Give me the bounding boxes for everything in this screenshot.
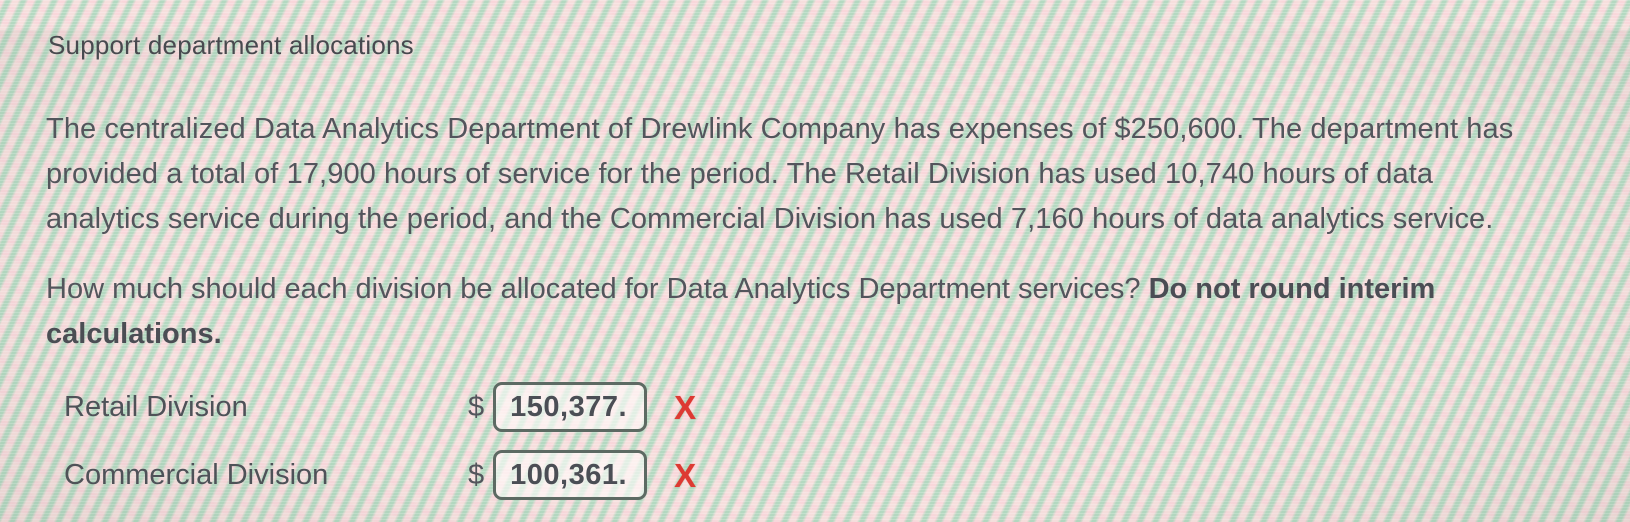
problem-statement: The centralized Data Analytics Departmen… <box>46 113 1514 235</box>
page-title: Support department allocations <box>48 30 414 60</box>
dollar-sign: $ <box>468 390 485 423</box>
dollar-sign: $ <box>468 458 485 491</box>
answer-row-retail: Retail Division $ X <box>64 381 1630 433</box>
question-normal-text: How much should each division be allocat… <box>46 273 1141 305</box>
incorrect-x-icon: X <box>674 456 697 494</box>
question-text: How much should each division be allocat… <box>46 267 1516 357</box>
question-emphasis-text: Do not round interim calculations. <box>46 273 1436 350</box>
commercial-division-label: Commercial Division <box>64 458 329 491</box>
commercial-amount-input[interactable] <box>493 450 648 500</box>
retail-amount-input[interactable] <box>493 382 648 432</box>
incorrect-x-icon: X <box>674 388 697 426</box>
answer-section: Retail Division $ X Commercial Division … <box>64 381 1630 501</box>
answer-row-commercial: Commercial Division $ X <box>64 449 1630 501</box>
question-screen: Support department allocations The centr… <box>0 30 1630 522</box>
retail-division-label: Retail Division <box>64 390 248 423</box>
